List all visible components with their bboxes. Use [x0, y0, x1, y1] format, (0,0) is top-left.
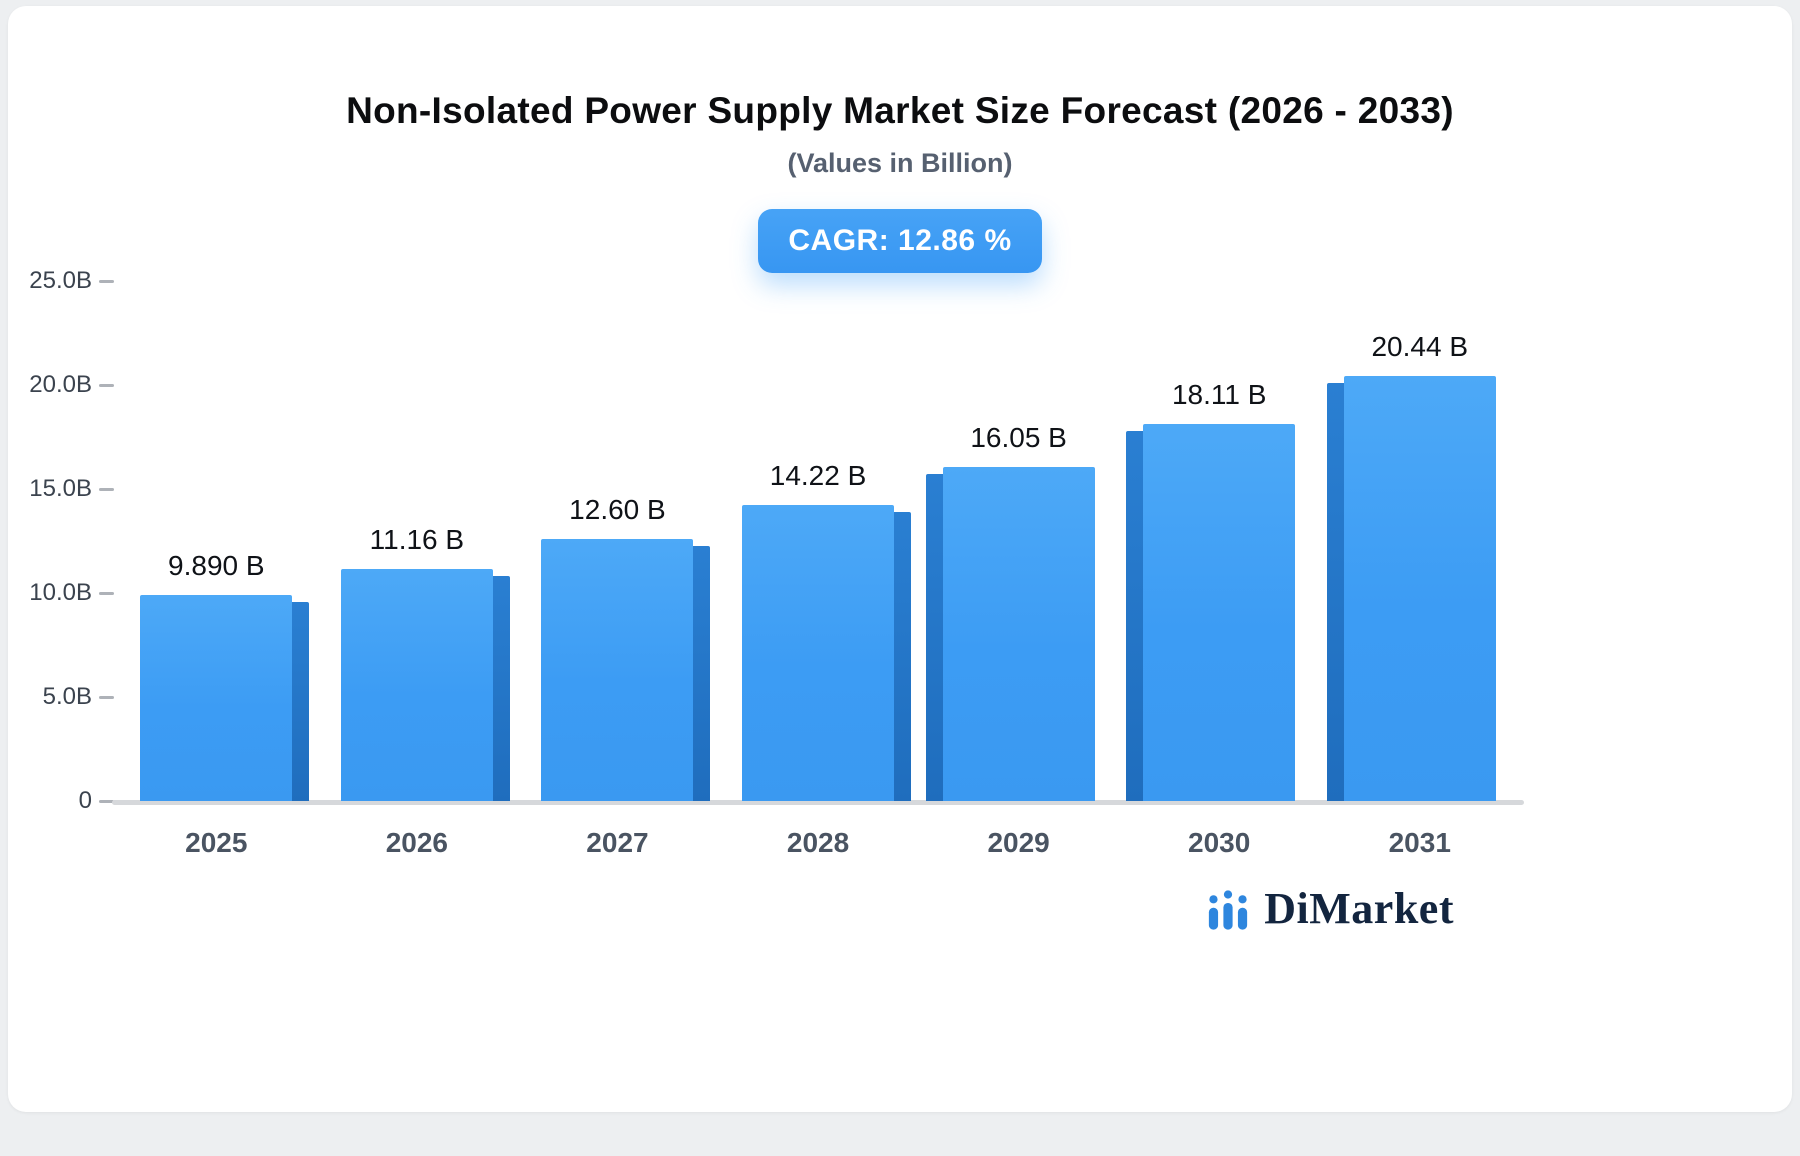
y-tick-label: 20.0B	[29, 371, 92, 398]
bar	[340, 568, 510, 802]
chart-title: Non-Isolated Power Supply Market Size Fo…	[346, 90, 1454, 131]
bar	[1326, 375, 1496, 802]
bar-slot: 18.11 B	[1119, 379, 1320, 801]
y-tick: 0	[79, 787, 114, 815]
y-tick-mark	[99, 487, 114, 491]
chart-card: Non-Isolated Power Supply Market Size Fo…	[8, 6, 1792, 1112]
bar	[541, 538, 711, 802]
bar	[742, 505, 912, 801]
badge-row: CAGR: 12.86 %	[8, 209, 1792, 273]
bar-value-label: 9.890 B	[168, 550, 265, 582]
y-tick-mark	[99, 279, 114, 283]
y-tick-label: 15.0B	[29, 475, 92, 502]
y-tick-mark	[99, 591, 114, 595]
y-tick-label: 25.0B	[29, 267, 92, 294]
y-tick-mark	[99, 799, 114, 803]
bar-value-label: 18.11 B	[1171, 379, 1267, 411]
bar-chart-logo-icon	[1205, 888, 1251, 930]
bar	[140, 595, 310, 801]
x-axis-label: 2025	[185, 827, 248, 858]
y-tick-label: 10.0B	[29, 579, 92, 606]
bar-value-label: 11.16 B	[369, 523, 465, 555]
y-axis: 0 5.0B 10.0B 15.0B 20.0B 25.0B	[8, 267, 116, 814]
bar-slot: 11.16 B	[317, 523, 518, 802]
y-tick: 15.0B	[29, 475, 114, 503]
x-axis-label: 2026	[385, 827, 449, 858]
x-axis-label: 2028	[786, 827, 850, 858]
bar-slot: 16.05 B	[918, 422, 1119, 801]
bar-slot: 14.22 B	[718, 460, 919, 801]
bar-value-label: 16.05 B	[970, 422, 1067, 454]
y-tick-mark	[99, 695, 114, 699]
y-tick-mark	[99, 383, 114, 387]
bar-slot: 20.44 B	[1319, 330, 1520, 802]
y-tick: 10.0B	[29, 579, 114, 607]
bar-slot: 9.890 B	[116, 550, 317, 801]
chart-area: 0 5.0B 10.0B 15.0B 20.0B 25.0B 9.890 B 11.16 B…	[8, 267, 1792, 814]
y-tick: 5.0B	[43, 683, 114, 711]
y-tick: 20.0B	[29, 371, 114, 399]
logo-text: DiMarket	[1264, 884, 1454, 933]
x-axis-line	[112, 800, 1524, 805]
dimarket-logo: DiMarket	[1205, 883, 1454, 934]
bar-value-label: 12.60 B	[569, 493, 666, 525]
plot-area: 9.890 B 11.16 B 12.60 B 14.22 B 16.05 B 18.11…	[112, 281, 1524, 805]
x-axis-label: 2029	[987, 827, 1050, 858]
bar-value-label: 14.22 B	[769, 460, 867, 492]
x-axis-label: 2027	[586, 827, 649, 858]
x-axis: 2025 2026 2027 2028 2029 2030 2031	[116, 827, 1520, 859]
x-axis-label: 2030	[1188, 827, 1251, 858]
y-tick-label: 0	[78, 787, 92, 814]
cagr-badge: CAGR: 12.86 %	[758, 209, 1042, 273]
bar	[925, 467, 1095, 801]
y-tick-label: 5.0B	[42, 683, 92, 710]
y-tick: 25.0B	[29, 267, 114, 295]
x-axis-label: 2031	[1388, 827, 1451, 858]
bar-slot: 12.60 B	[517, 493, 718, 802]
chart-subtitle: (Values in Billion)	[787, 148, 1013, 178]
bar-value-label: 20.44 B	[1371, 330, 1469, 362]
bar	[1126, 424, 1296, 801]
